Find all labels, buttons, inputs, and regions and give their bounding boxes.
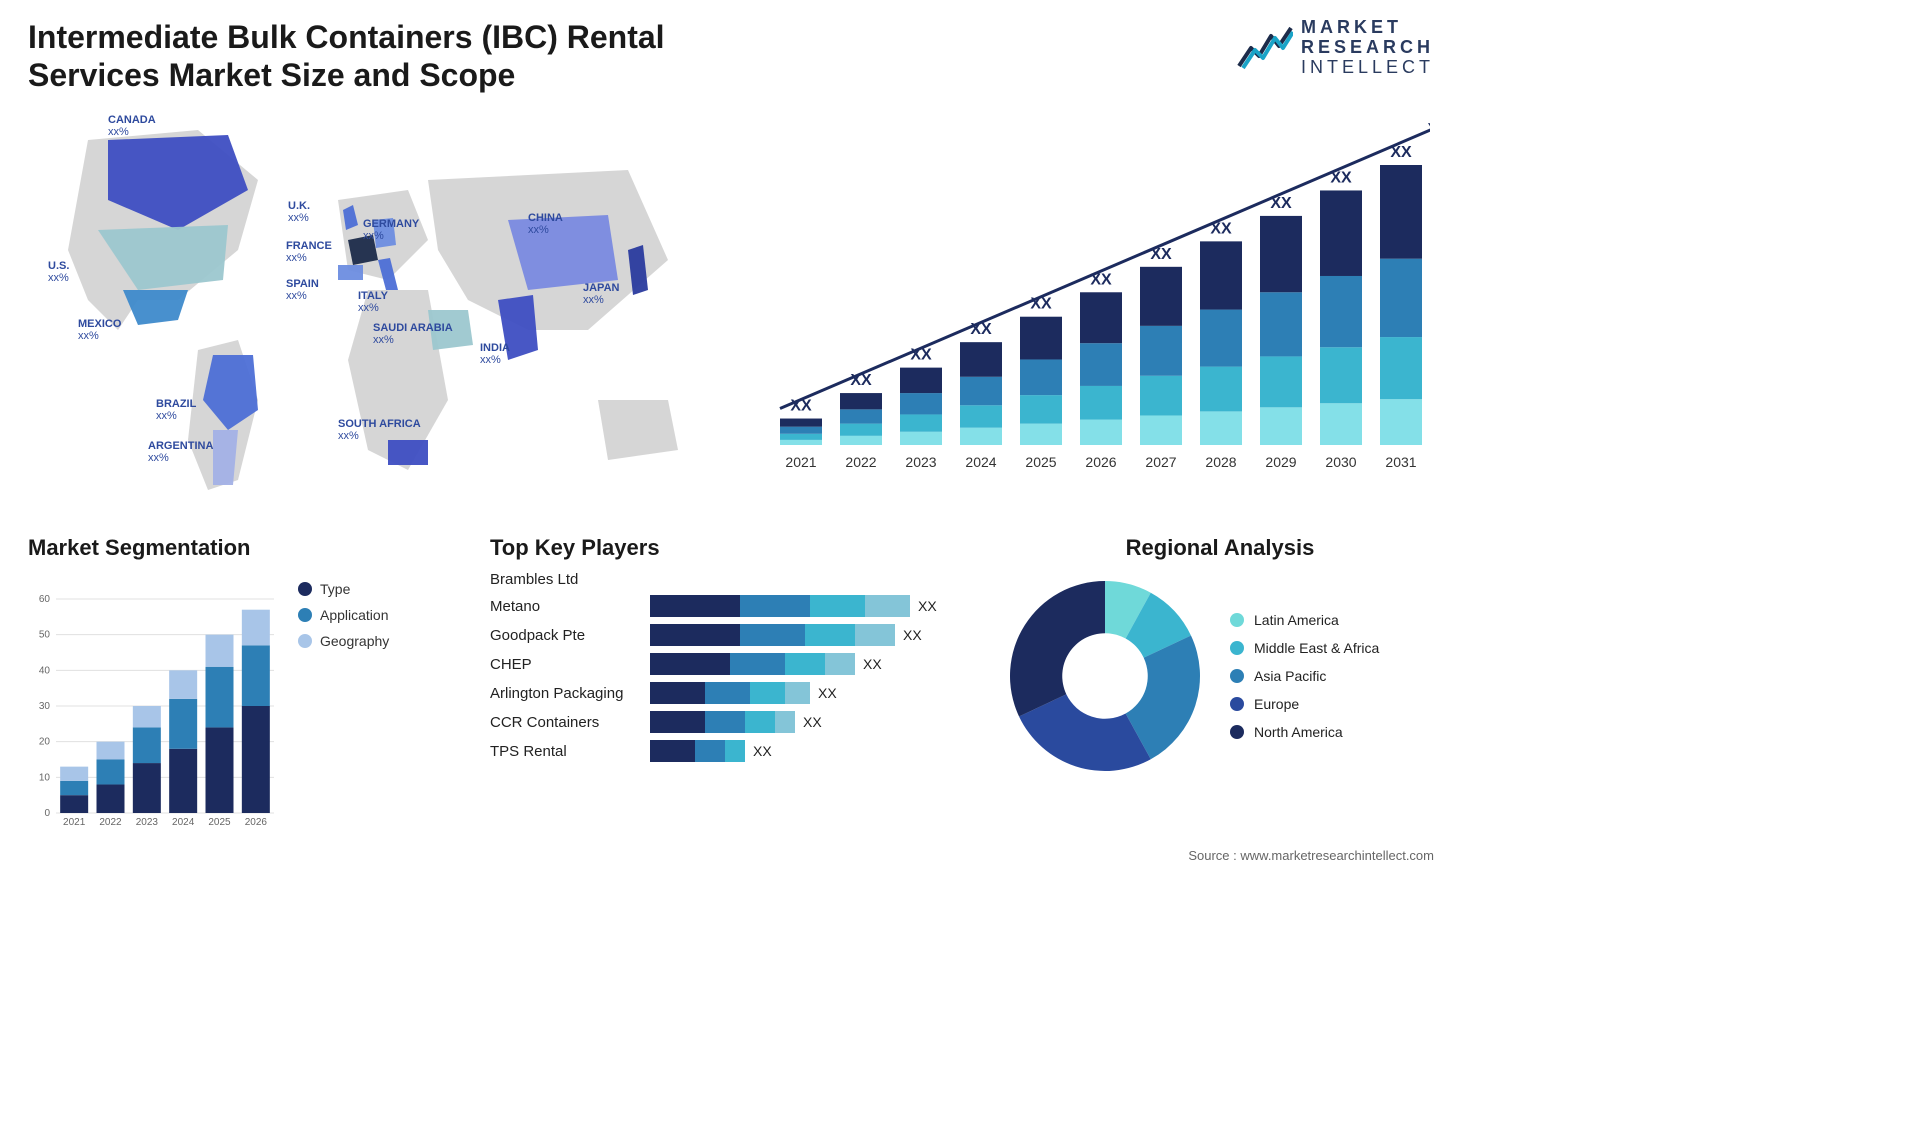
regional-legend: Latin America Middle East & Africa Asia Pa… [1230,600,1379,752]
player-row: MetanoXX [490,595,970,617]
segmentation-title: Market Segmentation [28,535,468,561]
svg-text:2026: 2026 [245,817,268,828]
map-label-argentina: ARGENTINAxx% [148,440,213,464]
segmentation-legend-item: Application [298,607,389,623]
svg-text:10: 10 [39,772,51,783]
segmentation-legend-item: Geography [298,633,389,649]
map-label-mexico: MEXICOxx% [78,318,121,342]
svg-text:2028: 2028 [1205,454,1236,470]
regional-title: Regional Analysis [1000,535,1440,561]
regional-legend-item: North America [1230,724,1379,740]
svg-text:30: 30 [39,701,51,712]
player-row: CHEPXX [490,653,970,675]
map-label-france: FRANCExx% [286,240,332,264]
players-bar-chart: Brambles Ltd MetanoXX Goodpack PteXX CHEPXX… [490,571,970,762]
player-row: Arlington PackagingXX [490,682,970,704]
svg-text:2021: 2021 [63,817,86,828]
map-label-saudi-arabia: SAUDI ARABIAxx% [373,322,453,346]
svg-text:2030: 2030 [1325,454,1356,470]
segmentation-stacked-bar-chart: 0 10 20 30 40 50 60 2021 2022 2023 2024 2025 2026 [28,571,278,831]
map-label-brazil: BRAZILxx% [156,398,196,422]
page-title: Intermediate Bulk Containers (IBC) Renta… [28,18,788,95]
svg-text:2022: 2022 [845,454,876,470]
svg-text:2021: 2021 [785,454,816,470]
logo-line3: INTELLECT [1301,58,1434,78]
source-label: Source : www.marketresearchintellect.com [1188,848,1434,863]
map-label-china: CHINAxx% [528,212,563,236]
map-label-south-africa: SOUTH AFRICAxx% [338,418,421,442]
svg-text:2027: 2027 [1145,454,1176,470]
svg-text:50: 50 [39,630,51,641]
logo-line2: RESEARCH [1301,38,1434,58]
map-label-india: INDIAxx% [480,342,510,366]
segmentation-legend-item: Type [298,581,389,597]
players-title: Top Key Players [490,535,970,561]
svg-text:40: 40 [39,665,51,676]
player-row: CCR ContainersXX [490,711,970,733]
svg-text:2022: 2022 [99,817,122,828]
svg-text:2023: 2023 [136,817,159,828]
map-label-japan: JAPANxx% [583,282,619,306]
map-label-spain: SPAINxx% [286,278,319,302]
svg-text:20: 20 [39,737,51,748]
svg-text:2024: 2024 [965,454,996,470]
svg-text:2024: 2024 [172,817,195,828]
growth-stacked-bar-chart: XX2021XX2022XX2023XX2024XX2025XX2026XX20… [760,105,1430,485]
map-label-germany: GERMANYxx% [363,218,419,242]
svg-text:60: 60 [39,594,51,605]
brand-logo: MARKET RESEARCH INTELLECT [1237,18,1434,77]
player-row: TPS RentalXX [490,740,970,762]
svg-text:2025: 2025 [1025,454,1056,470]
map-label-canada: CANADAxx% [108,114,156,138]
svg-text:2025: 2025 [208,817,231,828]
logo-icon [1237,26,1293,70]
segmentation-legend: Type Application Geography [298,571,389,659]
regional-legend-item: Europe [1230,696,1379,712]
map-label-italy: ITALYxx% [358,290,388,314]
map-label-u-s-: U.S.xx% [48,260,69,284]
svg-text:2031: 2031 [1385,454,1416,470]
regional-legend-item: Latin America [1230,612,1379,628]
regional-legend-item: Asia Pacific [1230,668,1379,684]
map-label-u-k-: U.K.xx% [288,200,310,224]
svg-text:0: 0 [44,808,50,819]
regional-legend-item: Middle East & Africa [1230,640,1379,656]
svg-text:2023: 2023 [905,454,936,470]
svg-text:2026: 2026 [1085,454,1116,470]
player-row: Goodpack PteXX [490,624,970,646]
logo-line1: MARKET [1301,18,1434,38]
svg-text:2029: 2029 [1265,454,1296,470]
player-row: Brambles Ltd [490,571,970,588]
world-map: CANADAxx% U.S.xx% MEXICOxx% BRAZILxx% ARGENT… [28,100,728,500]
regional-donut-chart [1000,571,1210,781]
